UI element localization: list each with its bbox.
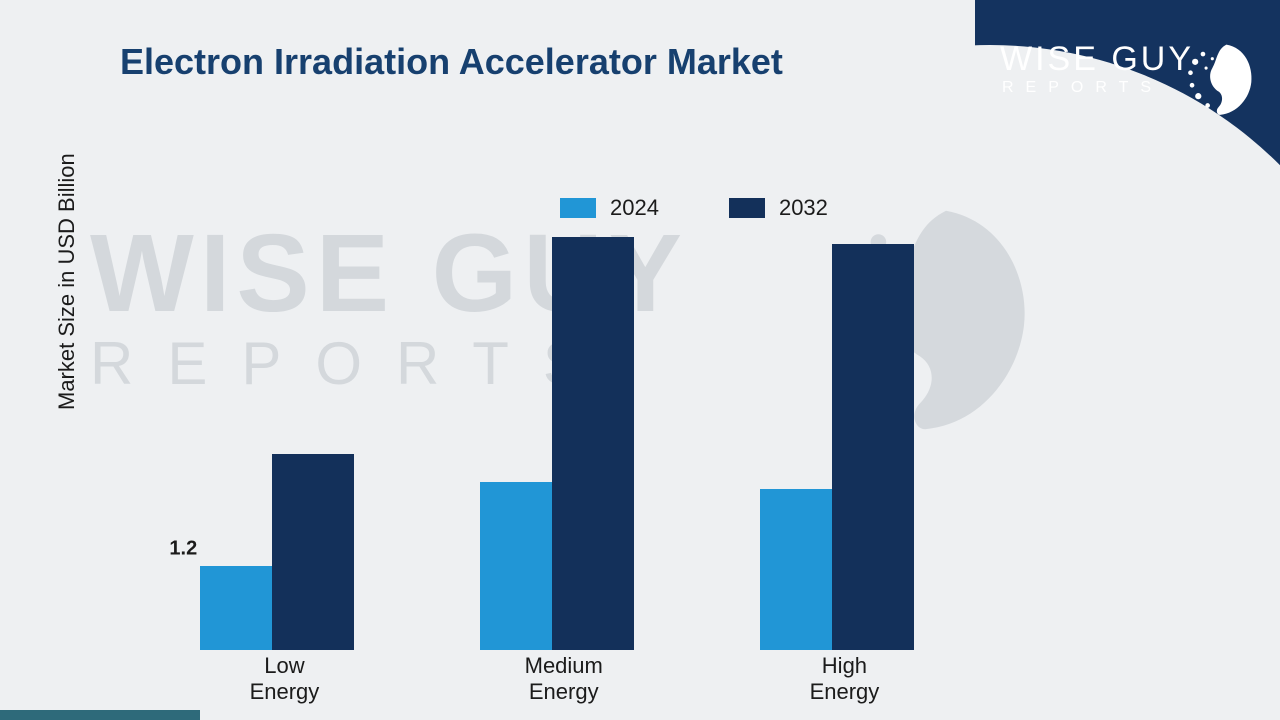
bar-high-2024 xyxy=(760,489,842,650)
chart-title: Electron Irradiation Accelerator Market xyxy=(120,40,800,83)
brand-logo: WISE GUY REPORTS xyxy=(1000,40,1250,130)
legend-swatch-2032 xyxy=(729,198,765,218)
bar-medium-2024 xyxy=(480,482,562,650)
legend-item-2032: 2032 xyxy=(729,195,828,221)
bar-low-2032 xyxy=(272,454,354,650)
bottom-strip xyxy=(0,710,200,720)
legend: 2024 2032 xyxy=(560,195,828,221)
bar-medium-2032 xyxy=(552,237,634,650)
x-label-high: High Energy xyxy=(810,653,880,704)
legend-swatch-2024 xyxy=(560,198,596,218)
bar-high-2032 xyxy=(832,244,914,650)
value-label: 1.2 xyxy=(169,538,197,561)
plot-area: 1.2 Low Energy Medium Energy High Energy xyxy=(170,230,1000,650)
y-axis-label: Market Size in USD Billion xyxy=(54,153,80,410)
legend-label-2024: 2024 xyxy=(610,195,659,221)
brand-head-icon xyxy=(1178,40,1256,118)
chart-canvas: WISE GUY REPORTS Electron Irradiation Ac… xyxy=(0,0,1280,720)
x-label-medium: Medium Energy xyxy=(525,653,603,704)
legend-item-2024: 2024 xyxy=(560,195,659,221)
bar-low-2024 xyxy=(200,566,282,650)
x-label-low: Low Energy xyxy=(250,653,320,704)
legend-label-2032: 2032 xyxy=(779,195,828,221)
